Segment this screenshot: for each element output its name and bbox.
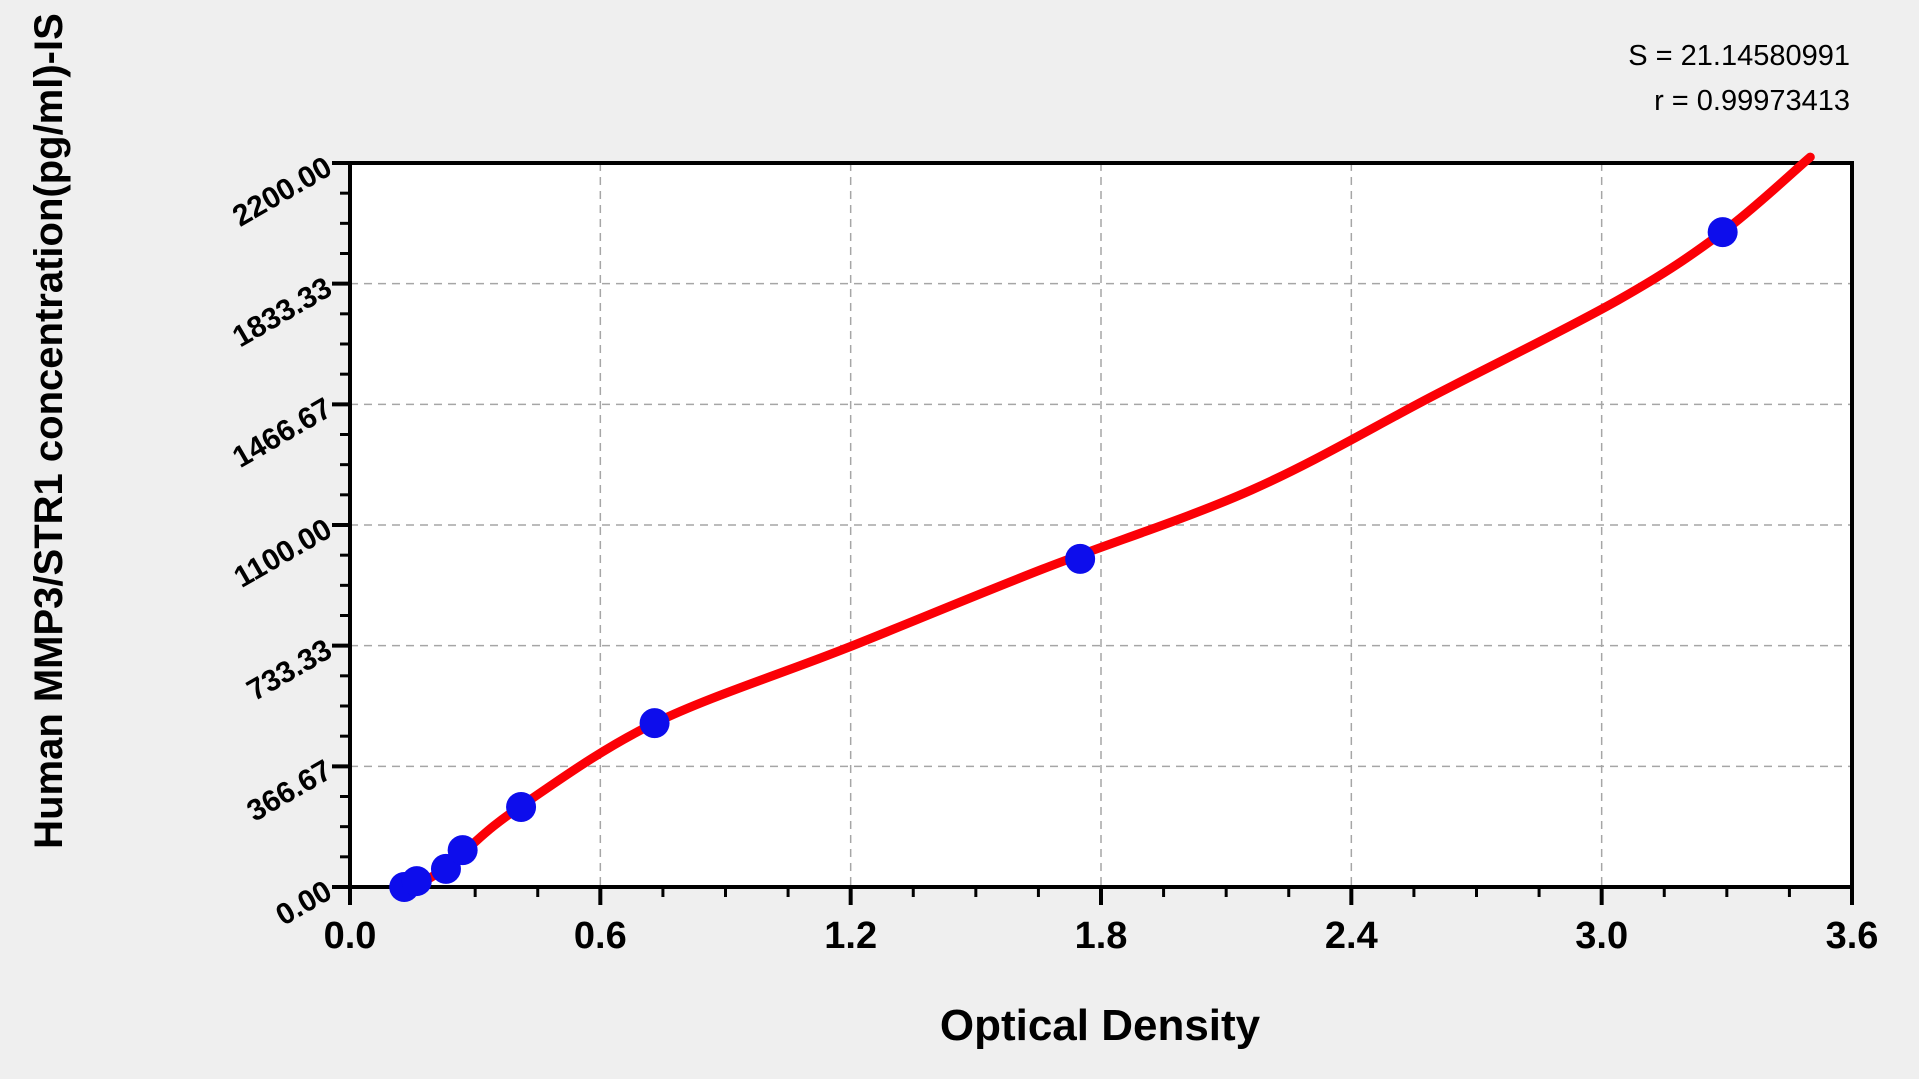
y-tick-label: 366.67: [242, 754, 338, 828]
x-tick-label: 3.0: [1575, 915, 1628, 957]
x-tick-label: 3.6: [1826, 915, 1879, 957]
y-tick-label: 1100.00: [229, 512, 338, 594]
fit-statistics: S = 21.14580991 r = 0.99973413: [1628, 34, 1850, 124]
x-tick-label: 2.4: [1325, 915, 1378, 957]
y-tick-label: 1466.67: [227, 392, 337, 475]
data-point: [1707, 217, 1738, 248]
x-tick-label: 1.2: [824, 915, 877, 957]
data-point: [1065, 543, 1096, 574]
s-value: S = 21.14580991: [1628, 40, 1850, 72]
r-value: r = 0.99973413: [1654, 85, 1850, 117]
y-tick-label: 733.33: [242, 633, 338, 707]
regression-curve: [403, 152, 1815, 895]
x-tick-label: 1.8: [1075, 915, 1128, 957]
x-axis-title: Optical Density: [939, 1001, 1261, 1050]
data-point: [447, 835, 478, 866]
y-tick-label: 1833.33: [227, 271, 337, 354]
x-tick-label: 0.6: [574, 915, 627, 957]
data-point: [639, 708, 670, 739]
y-axis-title: Human MMP3/STR1 concentration(pg/ml)-IS: [27, 13, 71, 849]
x-tick-label: 0.0: [324, 915, 377, 957]
data-point: [506, 792, 537, 823]
y-tick-label: 2200.00: [227, 150, 337, 233]
data-point: [401, 866, 432, 897]
plot-border: [348, 161, 1854, 889]
